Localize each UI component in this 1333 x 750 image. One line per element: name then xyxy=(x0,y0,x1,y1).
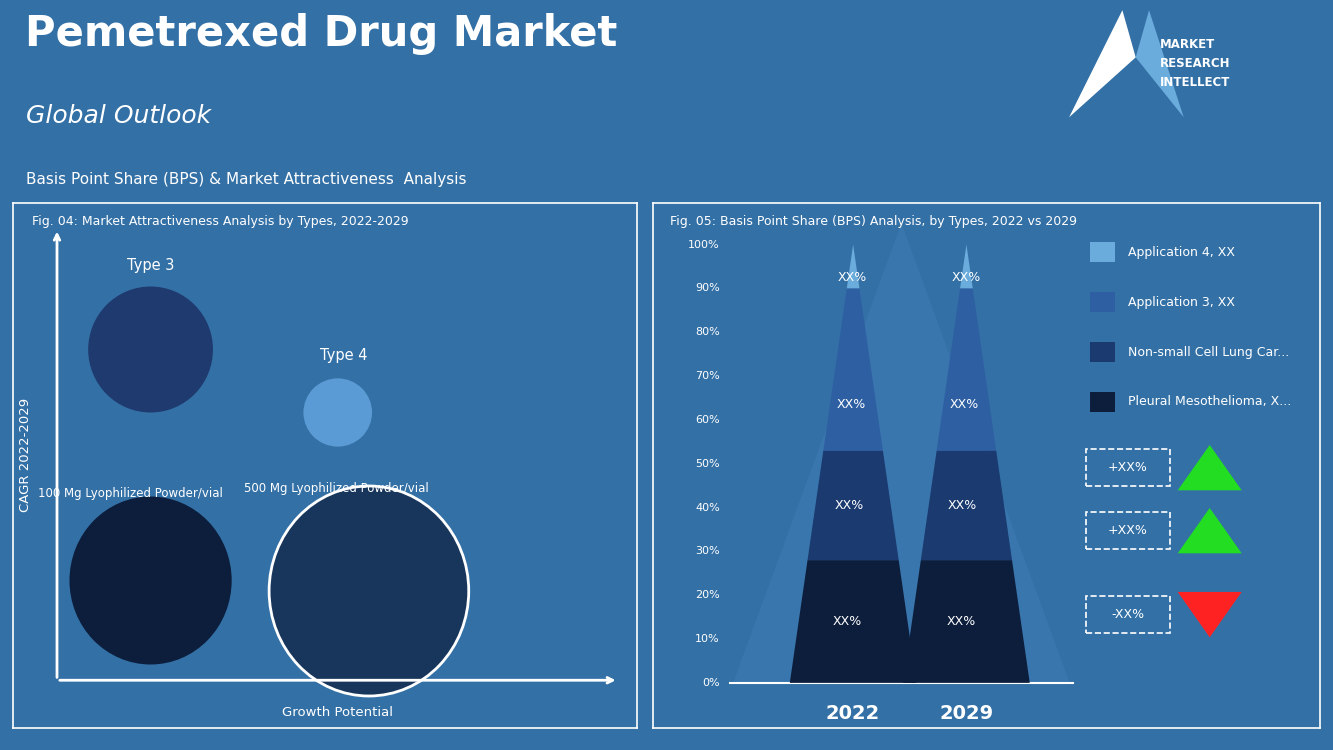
Ellipse shape xyxy=(69,496,232,664)
Text: Type 3: Type 3 xyxy=(127,258,175,274)
Text: Fig. 05: Basis Point Share (BPS) Analysis, by Types, 2022 vs 2029: Fig. 05: Basis Point Share (BPS) Analysi… xyxy=(670,214,1077,227)
Text: XX%: XX% xyxy=(949,398,978,411)
Polygon shape xyxy=(960,244,973,288)
Text: 50%: 50% xyxy=(696,459,720,469)
Polygon shape xyxy=(824,288,882,451)
Text: 2022: 2022 xyxy=(826,704,880,723)
Polygon shape xyxy=(1178,445,1242,491)
Polygon shape xyxy=(846,244,860,288)
Text: XX%: XX% xyxy=(946,615,976,628)
Bar xyxy=(1090,292,1114,312)
Text: 500 Mg Lyophilized Powder/vial: 500 Mg Lyophilized Powder/vial xyxy=(244,482,429,495)
Text: 20%: 20% xyxy=(694,590,720,600)
Text: Non-small Cell Lung Car...: Non-small Cell Lung Car... xyxy=(1129,346,1289,358)
Text: Pemetrexed Drug Market: Pemetrexed Drug Market xyxy=(25,13,617,55)
Text: 70%: 70% xyxy=(694,371,720,381)
Text: XX%: XX% xyxy=(834,499,864,512)
Polygon shape xyxy=(1178,592,1242,638)
Polygon shape xyxy=(937,288,996,451)
Polygon shape xyxy=(904,560,1030,682)
Text: 90%: 90% xyxy=(694,284,720,293)
Text: XX%: XX% xyxy=(948,499,977,512)
Text: XX%: XX% xyxy=(952,271,981,284)
Text: 30%: 30% xyxy=(696,546,720,556)
Text: XX%: XX% xyxy=(833,615,862,628)
Ellipse shape xyxy=(88,286,213,412)
Text: -XX%: -XX% xyxy=(1112,608,1145,621)
Polygon shape xyxy=(921,451,1012,560)
Ellipse shape xyxy=(269,486,469,696)
Text: Growth Potential: Growth Potential xyxy=(283,706,393,719)
Bar xyxy=(1090,342,1114,362)
Text: Pleural Mesothelioma, X...: Pleural Mesothelioma, X... xyxy=(1129,395,1292,409)
Text: 100%: 100% xyxy=(688,239,720,250)
Polygon shape xyxy=(1069,10,1136,117)
Text: 60%: 60% xyxy=(696,415,720,424)
Text: XX%: XX% xyxy=(838,271,868,284)
Bar xyxy=(1090,242,1114,262)
Text: Application 4, XX: Application 4, XX xyxy=(1129,246,1236,259)
Text: 100 Mg Lyophilized Powder/vial: 100 Mg Lyophilized Powder/vial xyxy=(39,488,223,500)
Text: MARKET
RESEARCH
INTELLECT: MARKET RESEARCH INTELLECT xyxy=(1160,38,1230,89)
Text: +XX%: +XX% xyxy=(1108,461,1148,474)
Text: +XX%: +XX% xyxy=(1108,524,1148,537)
Text: CAGR 2022-2029: CAGR 2022-2029 xyxy=(19,398,32,512)
Ellipse shape xyxy=(304,378,372,447)
Polygon shape xyxy=(733,224,1070,682)
Polygon shape xyxy=(789,560,917,682)
Polygon shape xyxy=(1136,10,1184,117)
Text: 80%: 80% xyxy=(694,327,720,338)
Text: Basis Point Share (BPS) & Market Attractiveness  Analysis: Basis Point Share (BPS) & Market Attract… xyxy=(27,172,467,187)
Text: 0%: 0% xyxy=(702,678,720,688)
Text: Application 3, XX: Application 3, XX xyxy=(1129,296,1236,309)
Text: Fig. 04: Market Attractiveness Analysis by Types, 2022-2029: Fig. 04: Market Attractiveness Analysis … xyxy=(32,214,409,227)
Text: 40%: 40% xyxy=(694,503,720,512)
Polygon shape xyxy=(1178,508,1242,554)
Text: Type 4: Type 4 xyxy=(320,348,368,363)
Text: XX%: XX% xyxy=(836,398,865,411)
Text: Global Outlook: Global Outlook xyxy=(27,104,211,128)
Bar xyxy=(1090,392,1114,412)
Polygon shape xyxy=(808,451,898,560)
Text: 10%: 10% xyxy=(696,634,720,644)
Text: 2029: 2029 xyxy=(940,704,993,723)
